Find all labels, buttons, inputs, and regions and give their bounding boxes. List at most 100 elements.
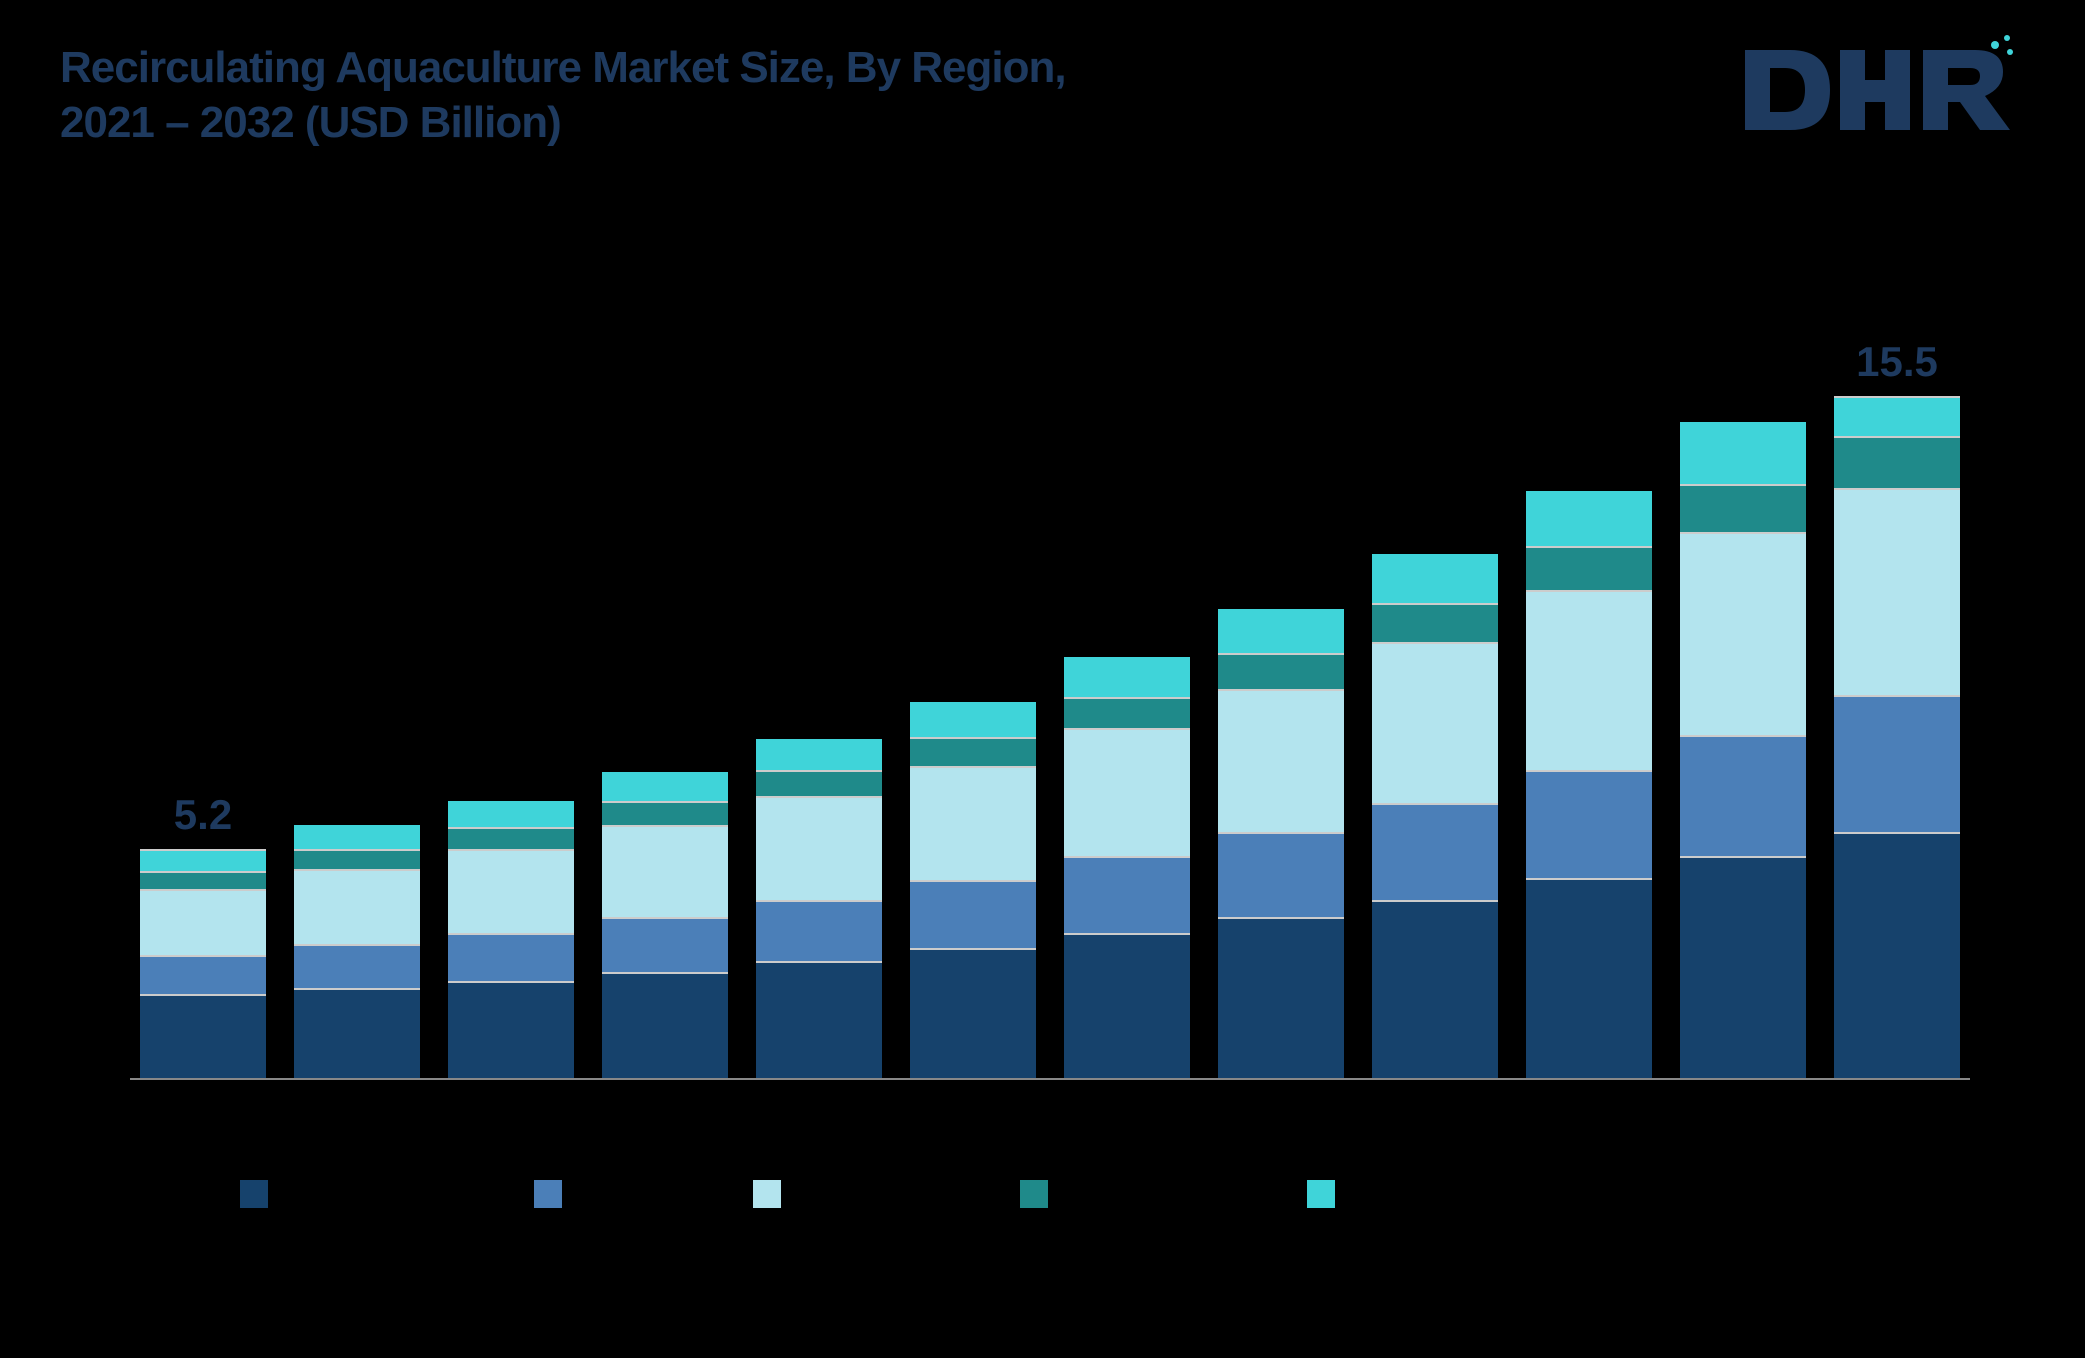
- legend-label: Latin America: [1062, 1180, 1207, 1208]
- title-line-2: 2021 – 2032 (USD Billion): [60, 98, 561, 147]
- bar-2029: [1372, 554, 1498, 1078]
- bar-segment: [1064, 697, 1190, 729]
- bar-segment: [1834, 695, 1960, 831]
- bar-segment: [1680, 422, 1806, 484]
- bar-segment: [1834, 436, 1960, 489]
- bar-segment: [1526, 770, 1652, 878]
- bar-segment: [294, 988, 420, 1078]
- bar-segment: [140, 955, 266, 995]
- legend-item: Europe: [534, 1180, 653, 1208]
- bar-segment: [1680, 484, 1806, 532]
- x-tick-label: 2021: [140, 1090, 292, 1116]
- legend-label: Europe: [576, 1180, 653, 1208]
- x-tick-label: 2024: [595, 1090, 747, 1116]
- legend-item: North America: [240, 1180, 434, 1208]
- x-tick-label: 2031: [1657, 1090, 1809, 1116]
- bar-2021: 5.2: [140, 849, 266, 1078]
- x-tick-label: 2030: [1505, 1090, 1657, 1116]
- bar-segment: [1218, 653, 1344, 688]
- legend-swatch: [240, 1180, 268, 1208]
- bar-segment: [140, 994, 266, 1078]
- bar-segment: [602, 972, 728, 1078]
- bar-segment: [294, 825, 420, 849]
- bar-2025: [756, 739, 882, 1078]
- legend-swatch: [753, 1180, 781, 1208]
- bar-segment: [294, 869, 420, 944]
- bar-segment: [1218, 917, 1344, 1078]
- bar-segment: [448, 801, 574, 827]
- bar-segment: [1372, 900, 1498, 1078]
- bar-segment: [756, 900, 882, 962]
- bar-value-label: 15.5: [1856, 338, 1938, 386]
- bar-segment: [140, 889, 266, 955]
- bar-segment: [1372, 554, 1498, 602]
- bar-segment: [602, 917, 728, 972]
- chart-title: Recirculating Aquaculture Market Size, B…: [60, 40, 1260, 150]
- bar-segment: [1526, 491, 1652, 546]
- bar-segment: [448, 981, 574, 1078]
- bar-segment: [910, 766, 1036, 880]
- bar-segment: [1218, 832, 1344, 918]
- bar-segment: [448, 827, 574, 849]
- bar-segment: [448, 933, 574, 981]
- bar-segment: [1680, 735, 1806, 856]
- bar-2030: [1526, 491, 1652, 1078]
- x-tick-label: 2023: [443, 1090, 595, 1116]
- bar-segment: [602, 825, 728, 917]
- bar-2026: [910, 702, 1036, 1078]
- legend-item: Middle East & Africa: [1307, 1180, 1564, 1208]
- x-tick-label: 2025: [747, 1090, 899, 1116]
- bar-segment: [140, 849, 266, 871]
- bar-segment: [1680, 856, 1806, 1078]
- bar-segment: [756, 961, 882, 1078]
- bar-segment: [1834, 396, 1960, 436]
- x-tick-label: 2029: [1353, 1090, 1505, 1116]
- bar-segment: [294, 944, 420, 988]
- bar-segment: [1834, 832, 1960, 1078]
- bar-segment: [1372, 603, 1498, 643]
- x-tick-label: 2027: [1050, 1090, 1202, 1116]
- legend-label: Middle East & Africa: [1349, 1180, 1564, 1208]
- legend: North America Europe Asia Pacific Latin Ame…: [240, 1180, 1564, 1208]
- bar-segment: [1064, 657, 1190, 697]
- bar-2024: [602, 772, 728, 1078]
- bar-2031: [1680, 422, 1806, 1078]
- x-axis-line: [130, 1078, 1970, 1080]
- bar-2028: [1218, 609, 1344, 1078]
- bar-segment: [1218, 609, 1344, 653]
- bar-segment: [756, 796, 882, 899]
- legend-item: Asia Pacific: [753, 1180, 919, 1208]
- legend-item: Latin America: [1020, 1180, 1207, 1208]
- bar-segment: [1372, 803, 1498, 900]
- bar-segment: [1064, 856, 1190, 933]
- bar-segment: [1834, 488, 1960, 695]
- bar-segment: [1526, 590, 1652, 770]
- bar-segment: [1064, 933, 1190, 1078]
- bar-segment: [756, 739, 882, 770]
- x-tick-label: 2026: [898, 1090, 1050, 1116]
- x-tick-label: 2022: [292, 1090, 444, 1116]
- bars-container: 5.2 15.5: [140, 258, 1960, 1078]
- bar-segment: [448, 849, 574, 933]
- bar-segment: [1372, 642, 1498, 803]
- legend-swatch: [534, 1180, 562, 1208]
- dhr-logo: [1735, 30, 2015, 150]
- bar-2032: 15.5: [1834, 396, 1960, 1078]
- bar-segment: [910, 737, 1036, 766]
- bar-2022: [294, 825, 420, 1078]
- x-tick-label: 2028: [1202, 1090, 1354, 1116]
- title-line-1: Recirculating Aquaculture Market Size, B…: [60, 43, 1066, 92]
- bar-segment: [910, 948, 1036, 1078]
- legend-label: Asia Pacific: [795, 1180, 919, 1208]
- bar-segment: [1526, 546, 1652, 590]
- bar-segment: [910, 880, 1036, 948]
- bar-segment: [294, 849, 420, 869]
- x-tick-label: 2032: [1808, 1090, 1960, 1116]
- bar-value-label: 5.2: [174, 791, 232, 839]
- x-axis-labels: 2021202220232024202520262027202820292030…: [140, 1090, 1960, 1116]
- legend-label: North America: [282, 1180, 434, 1208]
- bar-segment: [140, 871, 266, 889]
- bar-segment: [602, 772, 728, 801]
- legend-swatch: [1307, 1180, 1335, 1208]
- bar-2027: [1064, 657, 1190, 1078]
